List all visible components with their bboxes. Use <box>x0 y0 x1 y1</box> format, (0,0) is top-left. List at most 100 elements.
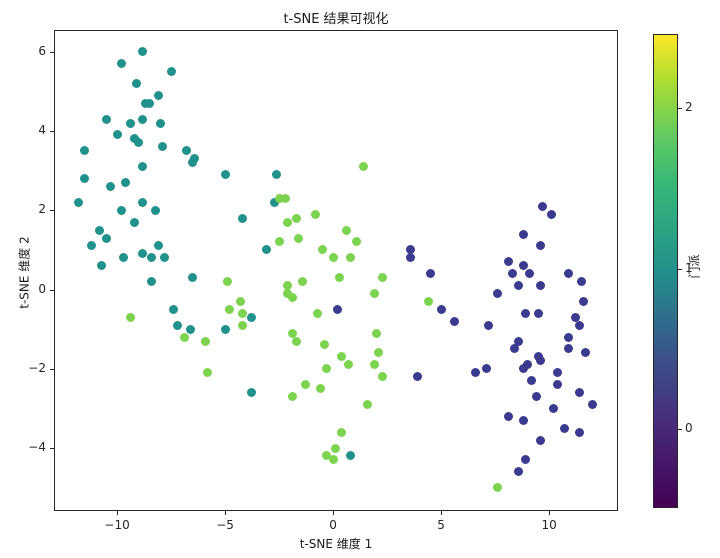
scatter-point <box>125 312 135 322</box>
scatter-point <box>535 241 545 251</box>
scatter-point <box>112 130 122 140</box>
scatter-point <box>425 269 435 279</box>
scatter-point <box>449 316 459 326</box>
scatter-point <box>287 328 297 338</box>
scatter-point <box>155 118 165 128</box>
scatter-point <box>507 269 517 279</box>
scatter-point <box>358 162 368 172</box>
scatter-point <box>311 209 321 219</box>
scatter-point <box>173 320 183 330</box>
scatter-point <box>503 411 513 421</box>
scatter-point <box>153 241 163 251</box>
scatter-point <box>138 162 148 172</box>
scatter-point <box>378 372 388 382</box>
scatter-point <box>510 344 520 354</box>
scatter-point <box>337 352 347 362</box>
scatter-point <box>186 324 196 334</box>
scatter-point <box>116 59 126 69</box>
x-tick-mark <box>225 511 227 515</box>
y-tick-label: 2 <box>38 202 46 217</box>
scatter-point <box>246 312 256 322</box>
scatter-point <box>337 427 347 437</box>
scatter-point <box>522 360 532 370</box>
scatter-point <box>237 213 247 223</box>
scatter-point <box>132 78 141 88</box>
scatter-point <box>246 388 256 398</box>
scatter-point <box>106 182 116 191</box>
scatter-point <box>138 114 148 124</box>
scatter-point <box>160 253 170 263</box>
scatter-point <box>138 197 148 207</box>
scatter-point <box>574 320 584 330</box>
scatter-point <box>313 308 323 318</box>
scatter-point <box>412 372 422 382</box>
scatter-point <box>553 380 563 390</box>
scatter-point <box>574 388 584 398</box>
scatter-point <box>129 217 139 227</box>
scatter-point <box>283 217 293 227</box>
scatter-point <box>283 281 293 291</box>
scatter-point <box>328 253 338 263</box>
scatter-point <box>538 201 548 211</box>
scatter-point <box>298 277 308 287</box>
colorbar-tick-mark <box>678 268 682 270</box>
scatter-point <box>95 225 105 235</box>
x-tick-label: 10 <box>541 518 557 532</box>
scatter-point <box>345 451 355 461</box>
scatter-point <box>481 364 491 374</box>
scatter-point <box>270 197 280 207</box>
colorbar-tick-mark <box>678 429 682 431</box>
y-tick-label: 6 <box>38 43 46 58</box>
scatter-point <box>373 348 383 358</box>
scatter-point <box>520 455 530 465</box>
scatter-point <box>406 253 416 263</box>
y-axis-label: t-SNE 维度 2 <box>17 236 32 309</box>
scatter-point <box>378 273 388 283</box>
scatter-point <box>73 197 83 207</box>
scatter-point <box>369 360 379 370</box>
scatter-point <box>553 368 563 378</box>
chart-title: t-SNE 结果可视化 <box>283 12 389 27</box>
scatter-point <box>315 384 325 394</box>
scatter-point <box>179 332 189 342</box>
colorbar-label: 门派 <box>687 254 702 279</box>
scatter-point <box>492 288 502 298</box>
scatter-point <box>272 170 282 180</box>
colorbar-gradient <box>653 34 678 508</box>
scatter-point <box>406 245 416 255</box>
scatter-point <box>138 47 148 57</box>
scatter-point <box>574 427 584 437</box>
scatter-point <box>97 261 107 271</box>
scatter-point <box>436 304 446 314</box>
scatter-point <box>576 277 586 287</box>
scatter-point <box>546 209 556 219</box>
scatter-point <box>220 324 230 334</box>
scatter-point <box>300 380 310 390</box>
scatter-point <box>363 399 373 409</box>
scatter-point <box>181 146 191 156</box>
scatter-point <box>535 356 545 366</box>
scatter-point <box>332 304 342 314</box>
scatter-point <box>341 225 351 235</box>
scatter-point <box>531 391 541 401</box>
scatter-point <box>518 229 528 239</box>
scatter-point <box>291 213 301 223</box>
scatter-point <box>138 249 148 259</box>
scatter-point <box>514 281 524 291</box>
scatter-point <box>514 336 524 346</box>
scatter-point <box>222 277 232 287</box>
x-axis-label: t-SNE 维度 1 <box>299 537 373 551</box>
scatter-point <box>317 245 327 255</box>
scatter-point <box>121 178 131 188</box>
scatter-point <box>224 304 234 314</box>
scatter-point <box>525 269 535 279</box>
scatter-point <box>520 308 530 318</box>
scatter-point <box>287 292 297 302</box>
x-tick-label: 5 <box>437 518 445 532</box>
scatter-point <box>201 336 211 346</box>
scatter-point <box>147 253 157 263</box>
scatter-point <box>274 237 284 247</box>
scatter-point <box>535 281 545 291</box>
y-tick-label: 0 <box>38 281 46 296</box>
